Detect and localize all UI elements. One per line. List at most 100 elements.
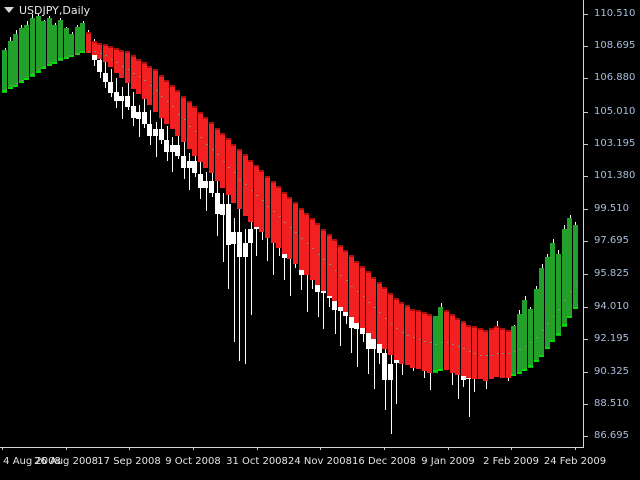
moving-average-dot [379, 312, 381, 313]
trend-band-edge [293, 202, 298, 204]
trend-band-edge [321, 229, 326, 231]
moving-average-dot [267, 206, 269, 207]
ohlc-wick [340, 287, 341, 346]
moving-average-dot [172, 106, 174, 107]
moving-average-dot [83, 51, 85, 52]
ohlc-wick [156, 122, 157, 157]
trend-band-column [310, 218, 315, 280]
price-axis-line [583, 0, 584, 448]
trend-band-edge [461, 321, 466, 323]
trend-band-edge [13, 85, 18, 87]
price-label: 99.510 [594, 203, 629, 214]
moving-average-dot [323, 259, 325, 260]
ohlc-body [377, 337, 382, 353]
ohlc-wick [189, 153, 190, 190]
trend-band-edge [511, 374, 516, 376]
moving-average-dot [374, 307, 376, 308]
moving-average-dot [564, 300, 566, 301]
trend-band-edge [271, 181, 276, 183]
moving-average-dot [491, 355, 493, 356]
trend-band-column [438, 307, 443, 371]
moving-average-dot [111, 59, 113, 60]
date-tick [575, 447, 576, 450]
trend-band-edge [175, 90, 180, 92]
moving-average-dot [77, 53, 79, 54]
price-scale[interactable]: 110.510 108.695 106.880 105.010 103.195 101.3… [584, 0, 640, 480]
trend-band-column [243, 154, 248, 216]
ohlc-body [366, 333, 371, 349]
ohlc-body [119, 96, 124, 101]
chart-plot-area[interactable] [0, 0, 583, 447]
trend-band-column [416, 310, 421, 369]
trend-band-column [444, 310, 449, 370]
trend-band-column [550, 243, 555, 342]
symbol-header[interactable]: USDJPY,Daily [4, 3, 90, 17]
trend-band-edge [125, 51, 130, 53]
ohlc-body [203, 181, 208, 188]
ohlc-body [164, 140, 169, 152]
moving-average-dot [447, 342, 449, 343]
trend-band-edge [472, 326, 477, 328]
moving-average-dot [200, 137, 202, 138]
moving-average-dot [385, 318, 387, 319]
moving-average-dot [144, 80, 146, 81]
trend-band-edge [450, 314, 455, 316]
trend-band-edge [203, 117, 208, 119]
trend-band-column [450, 314, 455, 373]
trend-band-column [494, 326, 499, 377]
trend-band-edge [47, 64, 52, 66]
ohlc-body [97, 60, 102, 72]
triangle-down-icon[interactable] [4, 7, 14, 13]
price-tick [584, 404, 588, 405]
moving-average-dot [424, 341, 426, 342]
date-label: 16 Dec 2008 [352, 456, 416, 467]
date-label: 2 Feb 2009 [483, 456, 539, 467]
trend-band-edge [399, 302, 404, 304]
price-label: 90.325 [594, 366, 629, 377]
price-tick [584, 176, 588, 177]
moving-average-dot [195, 131, 197, 132]
date-label: 9 Oct 2008 [165, 456, 221, 467]
ohlc-body [159, 129, 164, 140]
ohlc-wick [122, 87, 123, 119]
trend-band-edge [494, 326, 499, 328]
trend-band-edge [545, 347, 550, 349]
date-tick [129, 447, 130, 450]
trend-band-edge [410, 309, 415, 311]
price-label: 106.880 [594, 72, 636, 83]
moving-average-dot [474, 353, 476, 354]
trend-band-column [304, 213, 309, 275]
date-label: 17 Sep 2008 [97, 456, 161, 467]
trend-band-column [506, 330, 511, 378]
moving-average-dot [44, 66, 46, 67]
moving-average-dot [363, 296, 365, 297]
moving-average-dot [21, 80, 23, 81]
trend-band-column [455, 318, 460, 375]
trend-band-column [410, 309, 415, 368]
trend-band-edge [433, 370, 438, 372]
ohlc-body [108, 82, 113, 93]
moving-average-dot [5, 89, 7, 90]
trend-band-column [276, 186, 281, 248]
trend-band-column [8, 41, 13, 89]
ohlc-body [147, 124, 152, 136]
trend-band-edge [455, 318, 460, 320]
trend-band-edge [483, 330, 488, 332]
ohlc-body [136, 112, 141, 119]
trend-band-column [75, 27, 80, 55]
trend-band-column [377, 282, 382, 344]
trend-band-edge [259, 170, 264, 172]
trend-band-edge [142, 62, 147, 64]
date-tick [384, 447, 385, 450]
ohlc-wick [234, 218, 235, 342]
moving-average-dot [284, 222, 286, 223]
ohlc-wick [469, 357, 470, 417]
price-tick [584, 436, 588, 437]
moving-average-dot [514, 351, 516, 352]
trend-band-edge [528, 365, 533, 367]
moving-average-dot [212, 149, 214, 150]
time-scale[interactable]: 4 Aug 2008 26 Aug 2008 17 Sep 2008 9 Oct 20… [0, 447, 640, 480]
moving-average-dot [463, 348, 465, 349]
moving-average-dot [161, 96, 163, 97]
